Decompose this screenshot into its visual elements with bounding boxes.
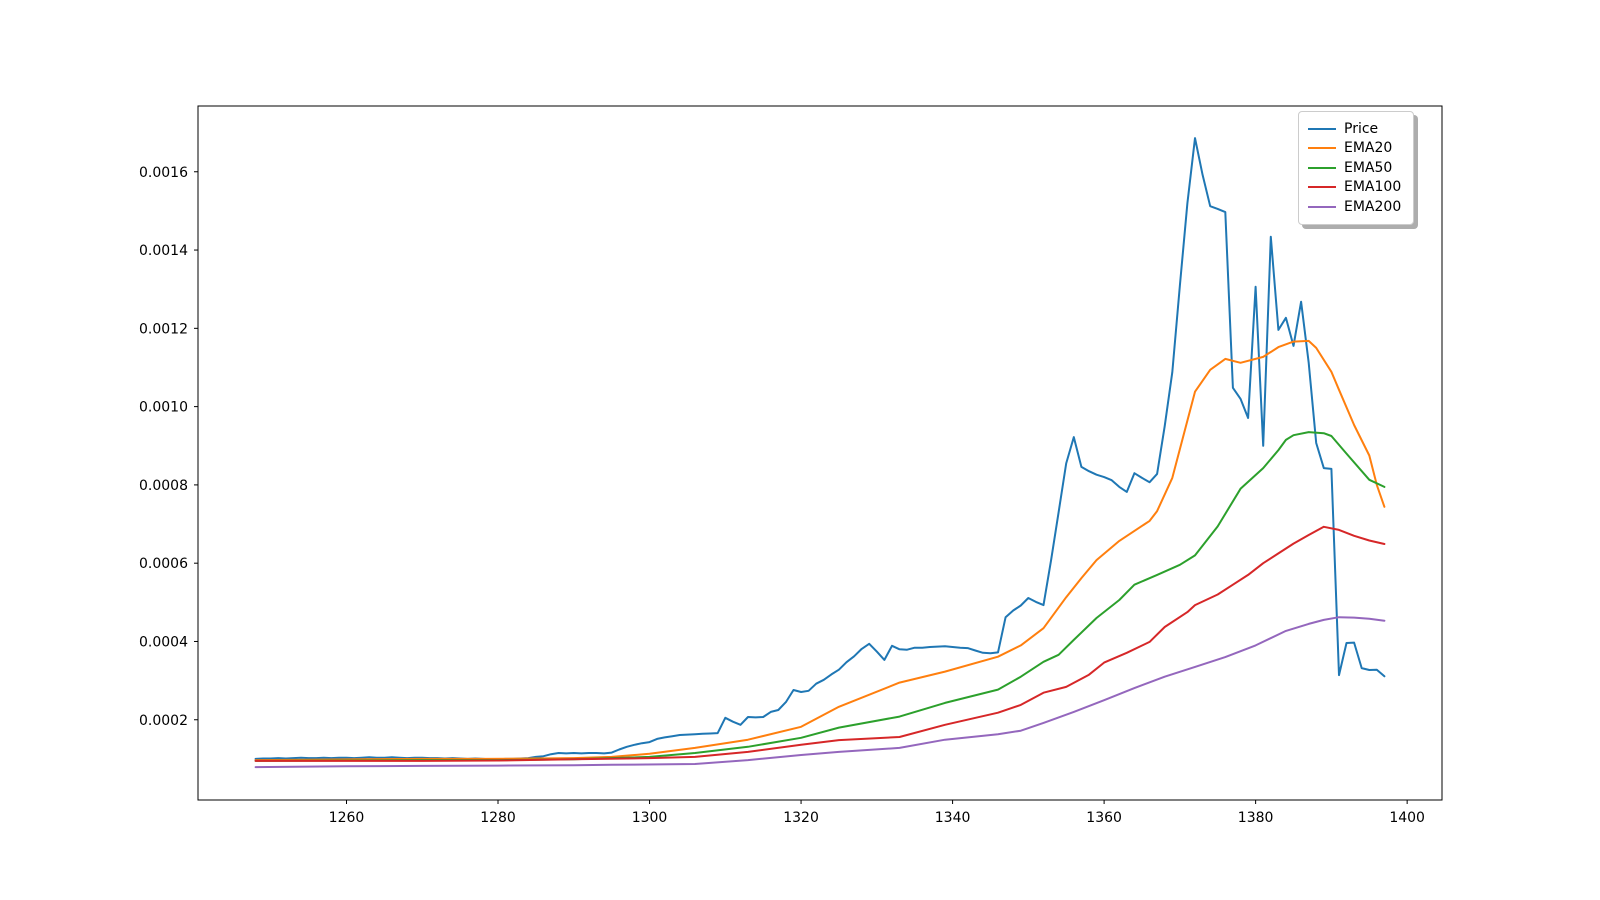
y-tick-label: 0.0008 — [139, 478, 188, 494]
legend-label: EMA100 — [1344, 179, 1402, 196]
ema200-line-swatch — [1308, 205, 1336, 208]
ema50-line-swatch — [1308, 166, 1336, 169]
legend-label: EMA50 — [1344, 159, 1393, 176]
series-line-ema20 — [254, 339, 1386, 762]
x-tick-label: 1300 — [632, 810, 668, 826]
y-tick-label: 0.0002 — [139, 713, 188, 729]
x-tick-label: 1260 — [329, 810, 365, 826]
y-tick-label: 0.0012 — [139, 321, 188, 337]
ema20-line-swatch — [1308, 147, 1336, 150]
y-tick-label: 0.0004 — [139, 634, 188, 650]
y-tick-label: 0.0006 — [139, 556, 188, 572]
series-line-ema200 — [254, 616, 1386, 769]
legend-item-ema200: EMA200 — [1308, 197, 1405, 217]
y-tick-label: 0.0010 — [139, 400, 188, 416]
legend: Price EMA20 EMA50 EMA100 EMA200 — [1298, 111, 1415, 225]
x-tick-label: 1340 — [935, 810, 971, 826]
x-tick-label: 1320 — [783, 810, 819, 826]
x-tick-label: 1280 — [480, 810, 516, 826]
x-tick-label: 1380 — [1238, 810, 1274, 826]
legend-item-ema50: EMA50 — [1308, 158, 1405, 178]
ema100-line-swatch — [1308, 186, 1336, 189]
series-line-ema50 — [254, 431, 1386, 762]
legend-item-ema100: EMA100 — [1308, 178, 1405, 198]
legend-label: Price — [1344, 120, 1379, 137]
legend-item-ema20: EMA20 — [1308, 139, 1405, 159]
y-tick-label: 0.0016 — [139, 165, 188, 181]
y-tick-label: 0.0014 — [139, 243, 188, 259]
legend-label: EMA20 — [1344, 140, 1393, 157]
legend-label: EMA200 — [1344, 198, 1402, 215]
series-line-price — [254, 137, 1386, 761]
plot-border — [197, 105, 1443, 801]
series-line-ema100 — [254, 525, 1386, 762]
x-tick-label: 1360 — [1086, 810, 1122, 826]
legend-item-price: Price — [1308, 119, 1405, 139]
x-tick-label: 1400 — [1389, 810, 1425, 826]
price-line-swatch — [1308, 127, 1336, 130]
